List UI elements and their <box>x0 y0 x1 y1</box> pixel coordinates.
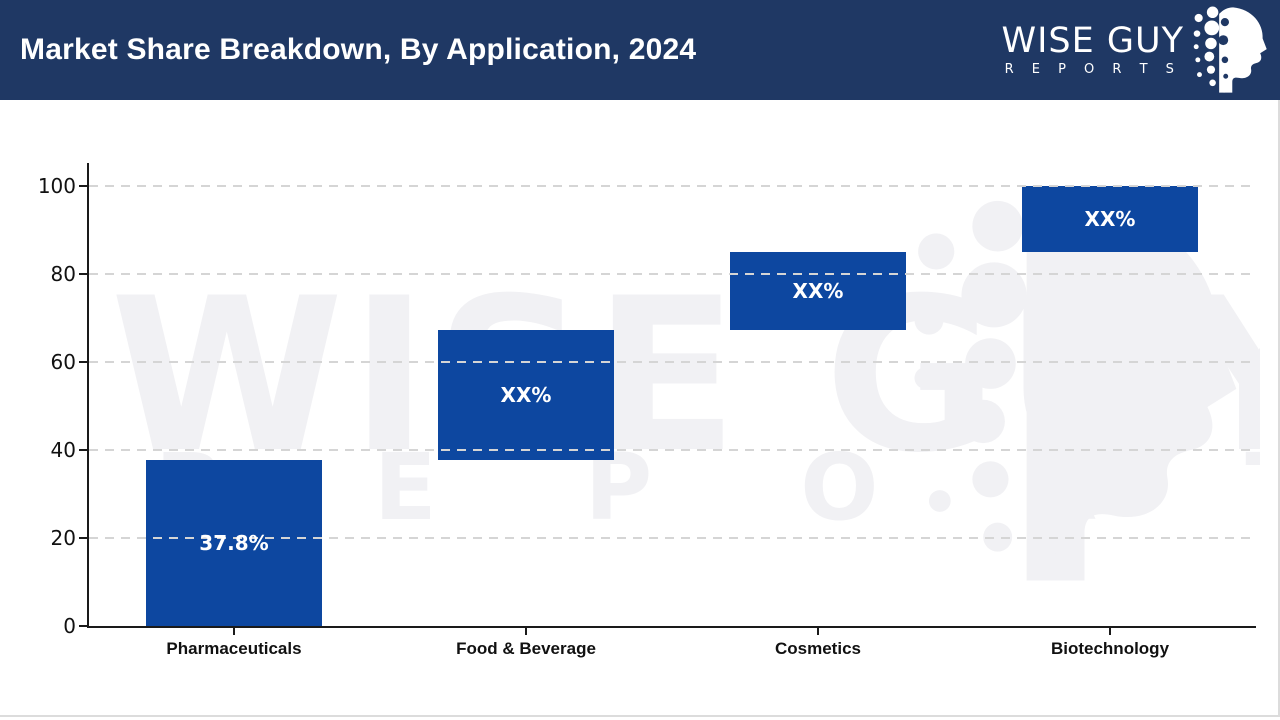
bar-value-label: XX% <box>500 382 552 407</box>
y-axis-tickmark <box>79 361 88 363</box>
x-axis-label: Food & Beverage <box>456 639 596 658</box>
x-axis-tickmark <box>817 628 819 635</box>
y-gridline <box>89 273 1256 275</box>
waterfall-bar <box>730 252 906 330</box>
y-gridline <box>89 361 1256 363</box>
x-axis-line <box>87 626 1256 628</box>
y-axis-tick-label: 60 <box>50 350 76 374</box>
right-edge-line <box>1278 100 1280 717</box>
x-axis-tickmark <box>1109 628 1111 635</box>
y-gridline <box>89 537 1256 539</box>
x-axis-label: Pharmaceuticals <box>166 639 302 658</box>
y-gridline <box>89 185 1256 187</box>
x-axis-label: Cosmetics <box>775 639 861 658</box>
x-axis-tickmark <box>233 628 235 635</box>
page-title: Market Share Breakdown, By Application, … <box>20 33 697 66</box>
y-axis-line <box>87 163 89 628</box>
x-axis-tickmark <box>525 628 527 635</box>
y-axis-tick-label: 20 <box>50 526 76 550</box>
bottom-edge-line <box>0 715 1280 717</box>
x-axis-label: Biotechnology <box>1050 639 1170 658</box>
bar-value-label: 37.8% <box>199 530 269 555</box>
bar-value-label: XX% <box>1084 207 1136 231</box>
wiseguy-head-icon <box>1193 6 1267 93</box>
y-axis-tick-label: 100 <box>37 174 76 198</box>
y-axis-tickmark <box>79 449 88 451</box>
y-axis-tickmark <box>79 273 88 275</box>
y-axis-tickmark <box>79 537 88 539</box>
y-axis-tick-label: 0 <box>63 614 76 638</box>
y-gridline <box>89 449 1256 451</box>
y-axis-tickmark <box>79 185 88 187</box>
waterfall-bar <box>146 459 322 626</box>
brand-text: WISE GUY R E P O R T S <box>1001 23 1184 77</box>
y-axis-tick-label: 40 <box>50 438 76 462</box>
y-axis-tickmark <box>79 625 88 627</box>
brand-logo: WISE GUY R E P O R T S <box>1001 3 1270 97</box>
brand-name: WISE GUY <box>1001 21 1184 62</box>
bar-value-label: XX% <box>792 278 844 303</box>
brand-subtitle: R E P O R T S <box>1004 61 1181 77</box>
waterfall-bar <box>438 329 614 460</box>
header: Market Share Breakdown, By Application, … <box>0 0 1280 100</box>
y-axis-tick-label: 80 <box>50 262 76 286</box>
